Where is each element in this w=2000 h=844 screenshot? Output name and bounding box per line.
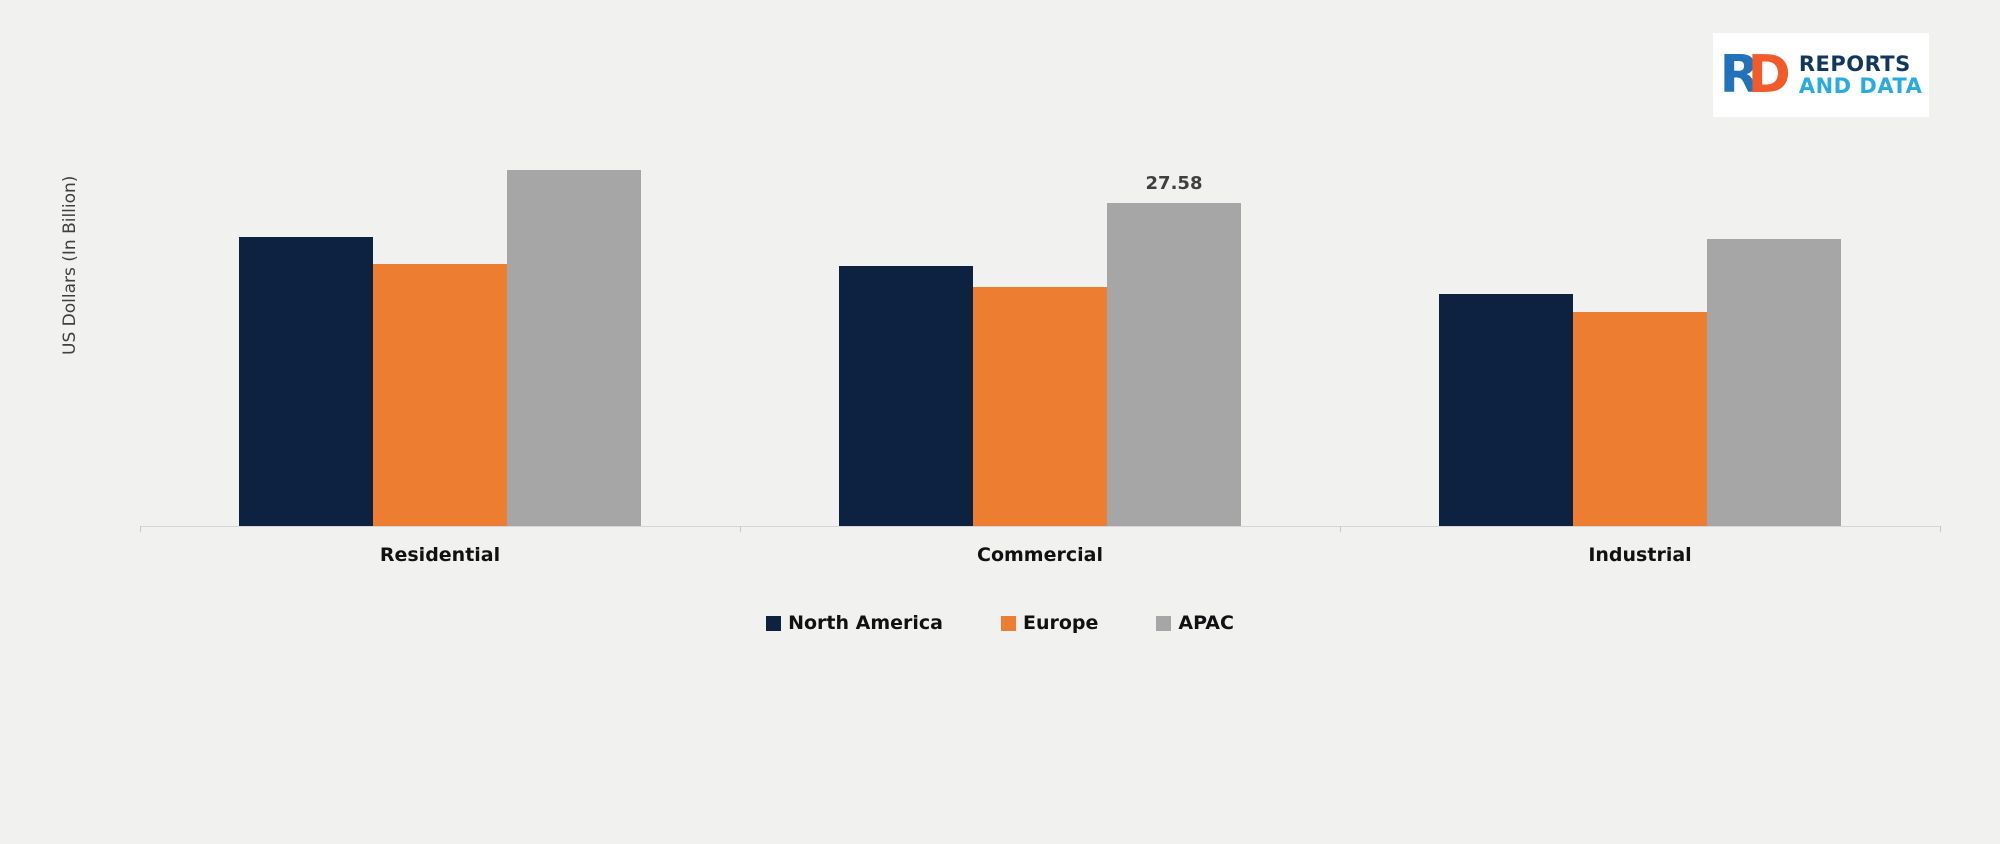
legend-label: North America: [788, 612, 943, 634]
logo-line1: REPORTS: [1798, 51, 1911, 76]
x-axis-line: [140, 526, 1941, 532]
legend-item-apac: APAC: [1156, 612, 1234, 634]
legend-label: APAC: [1178, 612, 1234, 634]
bar-europe-residential: [373, 264, 507, 526]
category-label-commercial: Commercial: [977, 544, 1103, 566]
legend-item-europe: Europe: [1000, 612, 1099, 634]
bar-north-america-commercial: [839, 266, 973, 526]
axis-tick: [140, 526, 141, 532]
legend-swatch-icon: [1156, 615, 1172, 631]
bar-europe-industrial: [1573, 312, 1707, 526]
axis-tick: [739, 526, 741, 532]
legend-item-north-america: North America: [766, 612, 943, 634]
axis-tick: [1940, 526, 1941, 532]
category-label-residential: Residential: [379, 544, 501, 566]
legend: North America Europe APAC: [0, 612, 2000, 634]
logo-text: REPORTS AND DATA: [1799, 53, 1923, 97]
bar-apac-industrial: [1707, 239, 1841, 526]
logo-letter-d: D: [1747, 45, 1791, 105]
bar-europe-commercial: [973, 287, 1107, 526]
bar-group-industrial: [1439, 239, 1841, 526]
bar-group-commercial: 27.58: [839, 173, 1241, 526]
logo-mark-icon: R D: [1720, 49, 1791, 101]
reports-and-data-logo: R D REPORTS AND DATA: [1713, 33, 1929, 117]
bar-apac-residential: [507, 170, 641, 526]
bar-apac-commercial: 27.58: [1107, 173, 1241, 526]
legend-label: Europe: [1022, 612, 1099, 634]
axis-tick: [1339, 526, 1341, 532]
legend-swatch-icon: [766, 615, 782, 631]
bar-value-label: 27.58: [1145, 173, 1203, 194]
bar-north-america-industrial: [1439, 294, 1573, 526]
legend-swatch-icon: [1000, 615, 1016, 631]
bar-group-residential: [239, 170, 641, 526]
category-label-industrial: Industrial: [1588, 544, 1692, 566]
bar-north-america-residential: [239, 237, 373, 526]
logo-line2: AND DATA: [1798, 74, 1923, 98]
logo-letter-r: R: [1719, 45, 1760, 105]
plot-area: 27.58: [140, 96, 1940, 526]
category-labels-row: Residential Commercial Industrial: [140, 544, 1940, 566]
